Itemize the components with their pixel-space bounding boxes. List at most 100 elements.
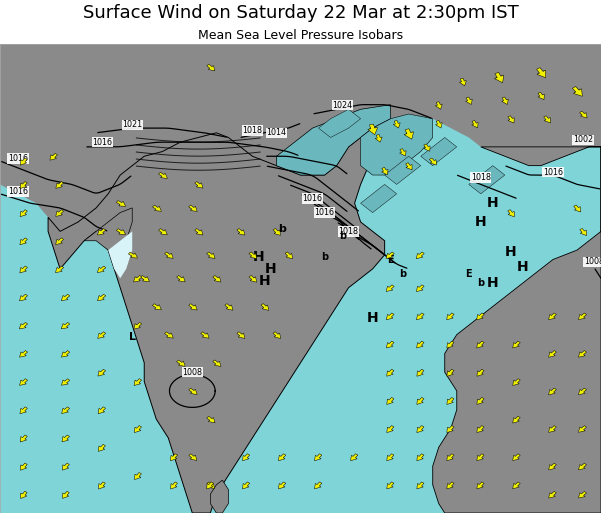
FancyArrow shape: [436, 121, 442, 128]
FancyArrow shape: [477, 341, 484, 348]
FancyArrow shape: [424, 144, 430, 151]
FancyArrow shape: [386, 369, 394, 376]
FancyArrow shape: [20, 158, 27, 165]
Text: 1016: 1016: [543, 168, 563, 176]
Text: 1016: 1016: [8, 154, 28, 163]
FancyArrow shape: [387, 426, 394, 432]
FancyArrow shape: [477, 482, 484, 489]
FancyArrow shape: [447, 341, 454, 348]
FancyArrow shape: [62, 407, 70, 413]
FancyArrow shape: [20, 182, 27, 189]
FancyArrow shape: [572, 87, 582, 96]
Text: E: E: [465, 269, 472, 279]
FancyArrow shape: [513, 341, 520, 348]
FancyArrow shape: [579, 388, 587, 395]
FancyArrow shape: [189, 205, 197, 211]
Polygon shape: [0, 44, 601, 513]
FancyArrow shape: [20, 379, 28, 385]
FancyArrow shape: [502, 97, 508, 105]
FancyArrow shape: [495, 72, 504, 83]
Text: 1002: 1002: [573, 135, 593, 144]
FancyArrow shape: [225, 304, 233, 310]
FancyArrow shape: [579, 111, 587, 118]
FancyArrow shape: [129, 252, 138, 258]
Text: 1016: 1016: [92, 137, 112, 147]
FancyArrow shape: [62, 435, 70, 442]
FancyArrow shape: [237, 228, 245, 235]
FancyArrow shape: [135, 426, 141, 432]
FancyArrow shape: [98, 369, 106, 376]
FancyArrow shape: [435, 102, 442, 109]
Text: 1016: 1016: [302, 194, 323, 203]
Text: 1018: 1018: [242, 126, 263, 135]
FancyArrow shape: [19, 322, 28, 329]
FancyArrow shape: [416, 252, 424, 259]
FancyArrow shape: [400, 149, 406, 156]
FancyArrow shape: [141, 275, 150, 282]
Text: b: b: [399, 269, 406, 279]
Text: H: H: [517, 260, 529, 273]
Text: 1016: 1016: [8, 187, 28, 196]
FancyArrow shape: [416, 341, 424, 348]
FancyArrow shape: [417, 426, 424, 432]
Text: 1008: 1008: [182, 368, 203, 377]
FancyArrow shape: [213, 275, 221, 282]
Polygon shape: [385, 156, 421, 185]
FancyArrow shape: [55, 266, 64, 272]
FancyArrow shape: [249, 275, 257, 282]
FancyArrow shape: [153, 205, 162, 211]
FancyArrow shape: [314, 454, 322, 461]
FancyArrow shape: [393, 121, 400, 128]
FancyArrow shape: [387, 454, 394, 461]
FancyArrow shape: [417, 482, 424, 489]
Polygon shape: [433, 147, 601, 513]
FancyArrow shape: [201, 332, 209, 338]
FancyArrow shape: [579, 350, 587, 357]
Text: 1018: 1018: [338, 227, 359, 236]
FancyArrow shape: [63, 491, 69, 499]
FancyArrow shape: [97, 266, 106, 272]
FancyArrow shape: [477, 313, 484, 320]
FancyArrow shape: [496, 73, 502, 81]
FancyArrow shape: [189, 388, 197, 394]
FancyArrow shape: [544, 116, 551, 123]
FancyArrow shape: [387, 398, 394, 404]
FancyArrow shape: [508, 210, 514, 217]
FancyArrow shape: [417, 369, 424, 377]
FancyArrow shape: [375, 134, 382, 142]
FancyArrow shape: [213, 360, 221, 366]
FancyArrow shape: [579, 426, 587, 432]
FancyArrow shape: [579, 463, 587, 470]
Polygon shape: [48, 119, 391, 513]
FancyArrow shape: [165, 252, 173, 259]
FancyArrow shape: [243, 482, 249, 489]
FancyArrow shape: [133, 275, 142, 282]
FancyArrow shape: [369, 125, 376, 133]
FancyArrow shape: [97, 228, 106, 235]
FancyArrow shape: [538, 92, 545, 100]
FancyArrow shape: [477, 454, 484, 461]
Text: 1021: 1021: [122, 121, 142, 129]
FancyArrow shape: [159, 172, 168, 179]
Text: H: H: [505, 246, 517, 260]
FancyArrow shape: [117, 229, 126, 234]
FancyArrow shape: [513, 454, 520, 461]
Text: H: H: [367, 311, 379, 325]
FancyArrow shape: [61, 323, 70, 329]
FancyArrow shape: [61, 379, 70, 385]
FancyArrow shape: [153, 304, 162, 310]
FancyArrow shape: [579, 491, 587, 498]
FancyArrow shape: [98, 407, 106, 414]
FancyArrow shape: [20, 491, 27, 499]
FancyArrow shape: [61, 294, 70, 301]
FancyArrow shape: [243, 454, 249, 461]
FancyArrow shape: [508, 116, 514, 123]
Text: 1024: 1024: [332, 101, 353, 110]
FancyArrow shape: [477, 426, 484, 432]
FancyArrow shape: [472, 121, 478, 128]
FancyArrow shape: [99, 444, 105, 451]
FancyArrow shape: [580, 228, 587, 235]
FancyArrow shape: [56, 182, 64, 188]
FancyArrow shape: [20, 210, 28, 216]
FancyArrow shape: [466, 97, 472, 105]
